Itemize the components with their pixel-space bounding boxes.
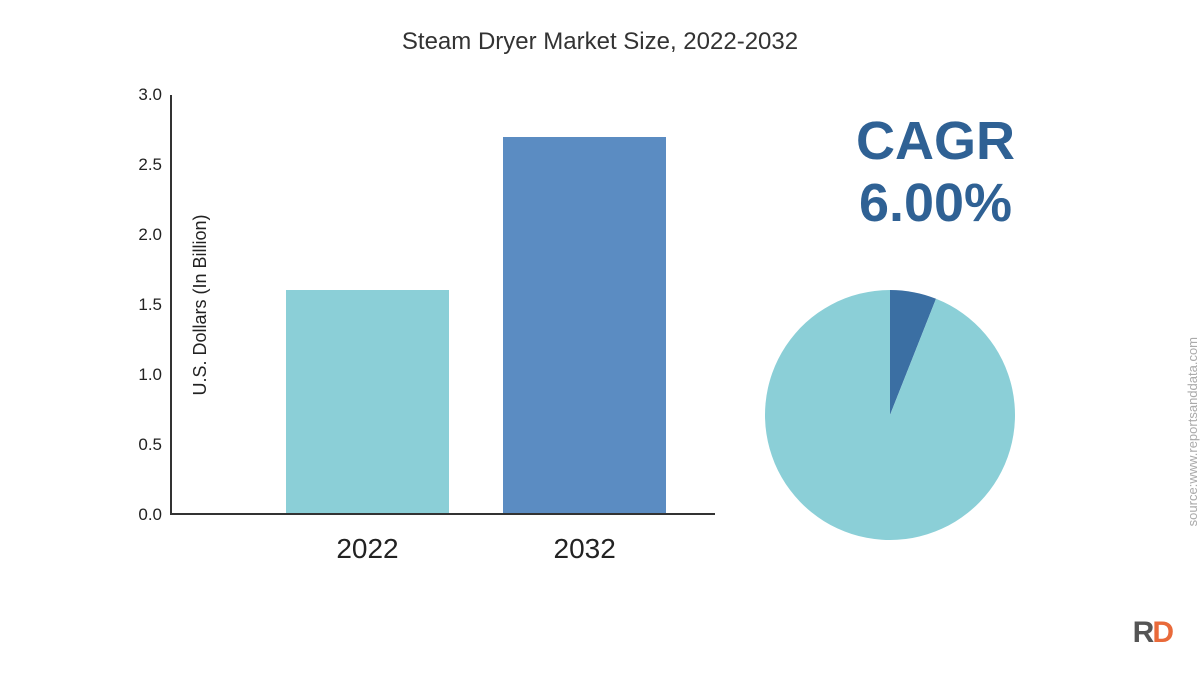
source-attribution: source:www.reportsanddata.com [1185,337,1200,526]
cagr-label: CAGR [856,110,1015,172]
y-tick: 0.0 [138,505,162,525]
y-axis: 0.00.51.01.52.02.53.0 [130,95,170,515]
bar [286,290,449,513]
cagr-value: 6.00% [856,172,1015,234]
y-tick: 2.0 [138,225,162,245]
bar-chart: U.S. Dollars (In Billion) 0.00.51.01.52.… [130,95,715,515]
bar [503,137,666,513]
logo-r: R [1133,616,1153,649]
y-tick: 1.0 [138,365,162,385]
cagr-block: CAGR 6.00% [856,110,1015,234]
x-tick: 2032 [554,533,616,565]
pie-chart [765,290,1015,540]
chart-title: Steam Dryer Market Size, 2022-2032 [0,28,1200,56]
y-tick: 0.5 [138,435,162,455]
pie-slice [765,290,1015,540]
bar-plot-area: 20222032 [170,95,715,515]
logo-d: D [1152,616,1172,649]
brand-logo: RD [1133,616,1172,650]
x-tick: 2022 [336,533,398,565]
y-tick: 2.5 [138,155,162,175]
y-tick: 1.5 [138,295,162,315]
y-tick: 3.0 [138,85,162,105]
